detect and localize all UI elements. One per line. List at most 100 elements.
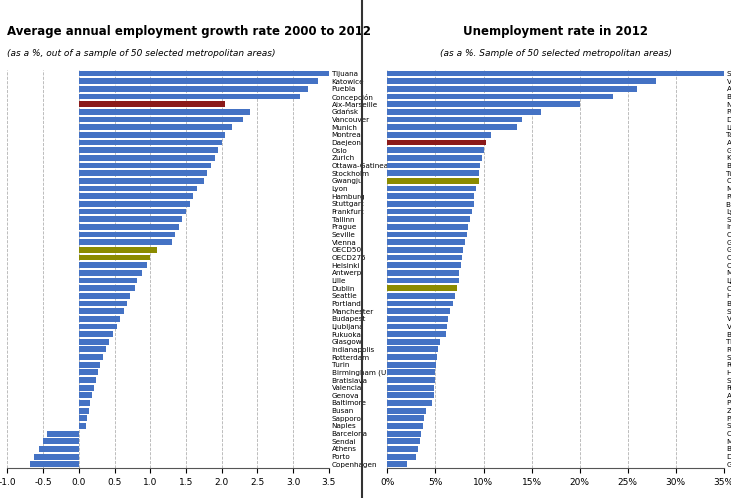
Bar: [387, 400, 431, 406]
Bar: [79, 262, 147, 268]
Bar: [79, 232, 175, 238]
Bar: [387, 201, 474, 207]
Bar: [79, 139, 221, 145]
Bar: [79, 370, 98, 375]
Bar: [79, 78, 318, 84]
Bar: [387, 454, 416, 460]
Bar: [387, 377, 434, 383]
Bar: [79, 324, 117, 329]
Bar: [387, 408, 426, 413]
Bar: [79, 254, 151, 260]
Bar: [79, 216, 183, 222]
Bar: [79, 347, 106, 352]
Bar: [79, 339, 109, 345]
Bar: [387, 385, 434, 390]
Bar: [387, 392, 433, 398]
Bar: [387, 71, 724, 76]
Bar: [79, 300, 127, 306]
Text: Unemployment rate in 2012: Unemployment rate in 2012: [463, 25, 648, 38]
Bar: [387, 331, 446, 337]
Bar: [387, 262, 461, 268]
Bar: [387, 132, 491, 138]
Text: Average annual employment growth rate 2000 to 2012: Average annual employment growth rate 20…: [7, 25, 371, 38]
Bar: [387, 247, 463, 252]
Bar: [79, 132, 225, 138]
Bar: [79, 293, 130, 299]
Bar: [387, 94, 613, 100]
Bar: [79, 385, 94, 390]
Bar: [387, 415, 424, 421]
Bar: [387, 277, 458, 283]
Bar: [387, 209, 472, 214]
Text: (as a %. Sample of 50 selected metropolitan areas): (as a %. Sample of 50 selected metropoli…: [439, 49, 672, 58]
Bar: [387, 101, 580, 107]
Bar: [79, 308, 124, 314]
Bar: [387, 347, 439, 352]
Bar: [387, 186, 476, 191]
Bar: [387, 170, 479, 176]
Bar: [79, 124, 232, 130]
Bar: [387, 370, 436, 375]
Bar: [79, 377, 96, 383]
Bar: [387, 354, 437, 360]
Bar: [30, 462, 79, 467]
Bar: [387, 163, 480, 168]
Bar: [79, 193, 193, 199]
Bar: [387, 446, 418, 452]
Bar: [79, 331, 113, 337]
Bar: [79, 224, 179, 230]
Bar: [79, 239, 172, 245]
Bar: [387, 216, 470, 222]
Bar: [387, 308, 450, 314]
Bar: [79, 186, 197, 191]
Bar: [387, 109, 541, 115]
Bar: [387, 124, 517, 130]
Bar: [387, 224, 468, 230]
Bar: [79, 392, 92, 398]
Bar: [79, 94, 300, 100]
Bar: [387, 139, 486, 145]
Bar: [387, 155, 482, 161]
Bar: [79, 400, 90, 406]
Bar: [79, 270, 142, 275]
Bar: [387, 431, 421, 437]
Bar: [387, 324, 447, 329]
Text: (as a %, out of a sample of 50 selected metropolitan areas): (as a %, out of a sample of 50 selected …: [7, 49, 276, 58]
Bar: [79, 201, 189, 207]
Bar: [39, 446, 79, 452]
Bar: [387, 117, 522, 123]
Bar: [79, 170, 208, 176]
Bar: [387, 423, 423, 429]
Bar: [387, 462, 406, 467]
Bar: [47, 431, 79, 437]
Bar: [79, 163, 211, 168]
Bar: [387, 78, 656, 84]
Bar: [387, 193, 474, 199]
Bar: [387, 362, 436, 368]
Bar: [79, 247, 157, 252]
Bar: [387, 270, 460, 275]
Bar: [79, 209, 186, 214]
Bar: [387, 147, 483, 153]
Bar: [79, 316, 120, 322]
Bar: [79, 117, 243, 123]
Bar: [387, 232, 467, 238]
Bar: [79, 423, 86, 429]
Bar: [79, 86, 308, 92]
Bar: [387, 285, 457, 291]
Bar: [79, 415, 88, 421]
Bar: [79, 362, 100, 368]
Bar: [79, 178, 204, 184]
Bar: [79, 101, 225, 107]
Bar: [387, 86, 637, 92]
Bar: [43, 438, 79, 444]
Bar: [387, 339, 440, 345]
Bar: [79, 354, 103, 360]
Bar: [387, 178, 479, 184]
Bar: [387, 316, 448, 322]
Bar: [387, 438, 420, 444]
Bar: [34, 454, 79, 460]
Bar: [79, 71, 329, 76]
Bar: [387, 239, 465, 245]
Bar: [79, 285, 135, 291]
